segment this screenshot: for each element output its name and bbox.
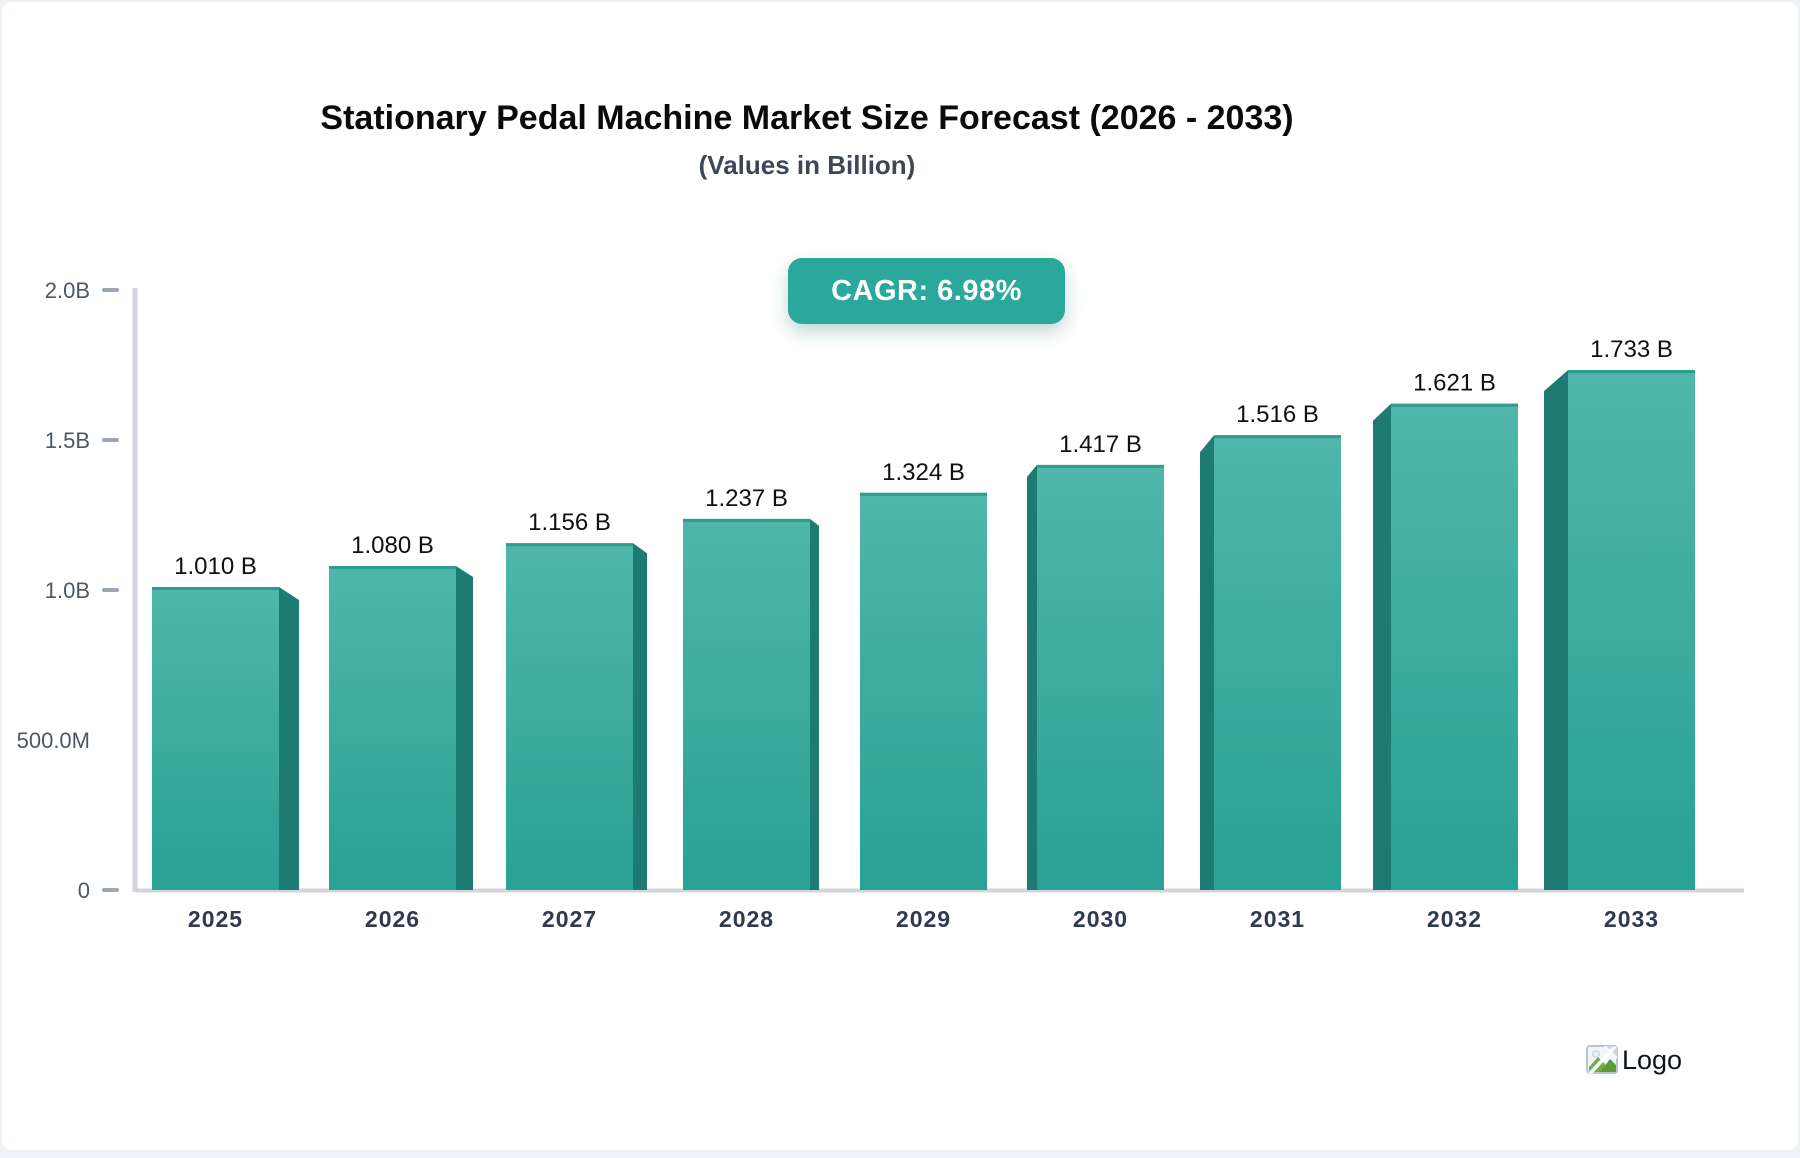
bar-side-face: [810, 518, 819, 890]
bar-value-label: 1.080 B: [351, 532, 434, 559]
bar-2028[interactable]: [683, 518, 819, 890]
x-tick-label: 2033: [1604, 906, 1659, 932]
broken-image-icon: [1586, 1045, 1618, 1074]
bar-front-face: [860, 492, 987, 890]
bar-front-face: [1214, 435, 1341, 890]
bar-front-face: [506, 543, 633, 890]
bar-2029[interactable]: [860, 492, 987, 890]
bar-value-label: 1.417 B: [1059, 431, 1142, 458]
y-tick-label: 500.0M: [17, 728, 90, 753]
x-tick-label: 2031: [1250, 906, 1305, 932]
bar-value-label: 1.237 B: [705, 485, 788, 512]
x-tick-label: 2027: [542, 906, 597, 932]
x-axis-line: [135, 888, 1744, 893]
bar-side-face: [633, 543, 647, 890]
bar-front-face: [683, 518, 810, 890]
bar-side-face: [1544, 370, 1568, 891]
bar-side-face: [456, 566, 473, 890]
bar-value-label: 1.621 B: [1413, 370, 1496, 397]
bar-front-face: [1037, 464, 1164, 890]
bar-side-face: [279, 587, 299, 890]
bar-2031[interactable]: [1200, 435, 1341, 890]
bar-front-face: [329, 566, 456, 890]
bar-value-label: 1.324 B: [882, 459, 965, 486]
y-tick-dash: [102, 438, 119, 442]
bar-top-edge: [683, 518, 810, 522]
x-tick-label: 2032: [1427, 906, 1482, 932]
x-tick-label: 2030: [1073, 906, 1128, 932]
chart-title: Stationary Pedal Machine Market Size For…: [320, 99, 1294, 137]
bar-top-edge: [1214, 435, 1341, 439]
bar-top-edge: [860, 492, 987, 496]
cagr-badge: CAGR: 6.98%: [788, 258, 1065, 324]
x-tick-label: 2028: [719, 906, 774, 932]
y-tick-dash: [102, 588, 119, 592]
y-tick-label: 1.5B: [45, 428, 90, 453]
logo: Logo: [1586, 1040, 1682, 1080]
bar-top-edge: [1568, 370, 1695, 374]
bar-top-edge: [506, 543, 633, 547]
x-tick-label: 2029: [896, 906, 951, 932]
bar-value-label: 1.733 B: [1590, 336, 1673, 363]
bar-2026[interactable]: [329, 566, 473, 890]
bar-side-face: [1027, 464, 1037, 890]
bar-2027[interactable]: [506, 543, 647, 890]
bar-top-edge: [1391, 403, 1518, 407]
bar-value-label: 1.156 B: [528, 509, 611, 536]
chart-header: Stationary Pedal Machine Market Size For…: [2, 2, 1612, 181]
bar-front-face: [152, 587, 279, 890]
bar-top-edge: [1037, 464, 1164, 468]
bar-front-face: [1568, 370, 1695, 891]
bar-front-face: [1391, 403, 1518, 890]
bar-top-edge: [329, 566, 456, 569]
bar-side-face: [1200, 435, 1214, 890]
y-tick-label: 1.0B: [45, 578, 90, 603]
bar-top-edge: [152, 587, 279, 590]
bar-value-label: 1.010 B: [174, 553, 257, 580]
x-tick-label: 2026: [365, 906, 420, 932]
bar-2032[interactable]: [1373, 403, 1518, 890]
bar-2033[interactable]: [1544, 370, 1695, 891]
x-tick-label: 2025: [188, 906, 243, 932]
chart-subtitle: (Values in Billion): [698, 150, 916, 180]
y-tick-label: 0: [78, 878, 90, 903]
bar-side-face: [1373, 403, 1391, 890]
y-axis-line: [132, 288, 138, 892]
y-tick-dash: [102, 288, 119, 292]
bar-value-label: 1.516 B: [1236, 401, 1319, 428]
bar-2030[interactable]: [1027, 464, 1164, 890]
y-tick-dash: [102, 888, 119, 892]
y-tick-label: 2.0B: [45, 278, 90, 303]
logo-alt-text: Logo: [1622, 1044, 1683, 1075]
bar-2025[interactable]: [152, 587, 299, 890]
